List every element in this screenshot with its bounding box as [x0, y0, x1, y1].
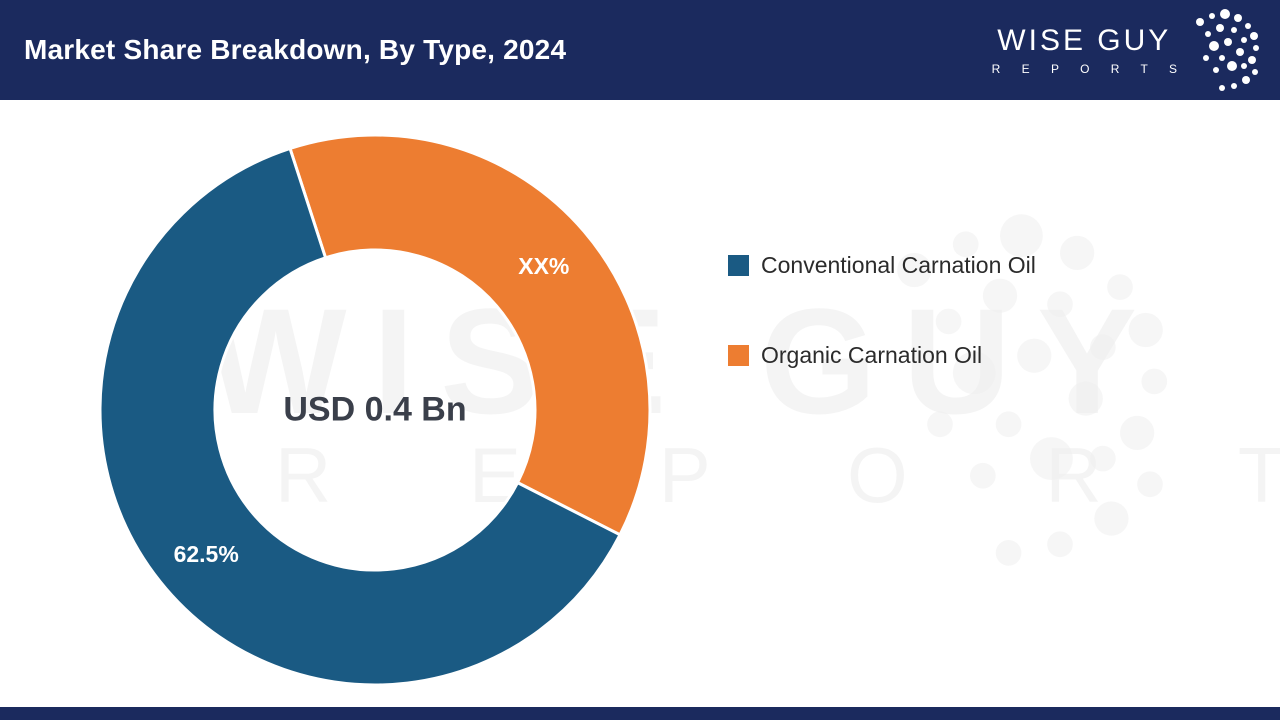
legend-item-organic: Organic Carnation Oil	[728, 342, 1036, 368]
watermark-face-dots	[897, 214, 1168, 566]
brand-logo: WISE GUY R E P O R T S	[983, 8, 1262, 92]
legend-label-organic: Organic Carnation Oil	[761, 341, 983, 368]
chart-legend: Conventional Carnation Oil Organic Carna…	[728, 252, 1036, 368]
donut-slice-1	[98, 146, 622, 687]
brand-name: WISE GUY	[997, 24, 1172, 57]
page-title: Market Share Breakdown, By Type, 2024	[24, 34, 567, 65]
brand-subtitle: R E P O R T S	[991, 62, 1186, 76]
legend-item-conventional: Conventional Carnation Oil	[728, 252, 1036, 278]
donut-chart-svg: XX% 62.5%	[98, 133, 652, 687]
legend-swatch-organic	[728, 344, 749, 366]
slice-value-label-0: XX%	[518, 253, 569, 279]
brand-logo-text: WISE GUY R E P O R T S	[983, 24, 1186, 76]
donut-slice-0	[288, 133, 652, 537]
legend-swatch-conventional	[728, 254, 749, 276]
donut-center-value: USD 0.4 Bn	[283, 390, 467, 429]
donut-chart: XX% 62.5%	[95, 130, 655, 690]
footer-bar	[0, 707, 1280, 720]
legend-label-conventional: Conventional Carnation Oil	[761, 251, 1036, 278]
header-bar: Market Share Breakdown, By Type, 2024 WI…	[0, 0, 1280, 100]
brand-face-dots-icon	[1196, 9, 1259, 91]
slice-value-label-1: 62.5%	[174, 541, 239, 567]
